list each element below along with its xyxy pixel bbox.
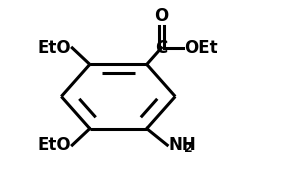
Text: EtO: EtO [37, 136, 71, 154]
Text: OEt: OEt [184, 39, 217, 57]
Text: 2: 2 [184, 142, 193, 155]
Text: C: C [155, 39, 168, 57]
Text: O: O [154, 7, 168, 25]
Text: EtO: EtO [37, 39, 71, 57]
Text: NH: NH [169, 136, 196, 154]
